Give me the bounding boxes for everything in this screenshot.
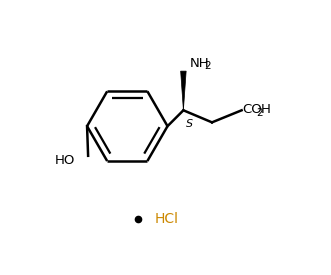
Text: H: H <box>260 103 270 116</box>
Text: NH: NH <box>190 57 210 70</box>
Text: HCl: HCl <box>155 212 179 226</box>
Text: 2: 2 <box>256 108 263 118</box>
Text: HO: HO <box>55 153 75 167</box>
Text: S: S <box>185 119 193 129</box>
Text: CO: CO <box>243 103 262 116</box>
Polygon shape <box>181 71 186 110</box>
Text: 2: 2 <box>204 61 211 71</box>
